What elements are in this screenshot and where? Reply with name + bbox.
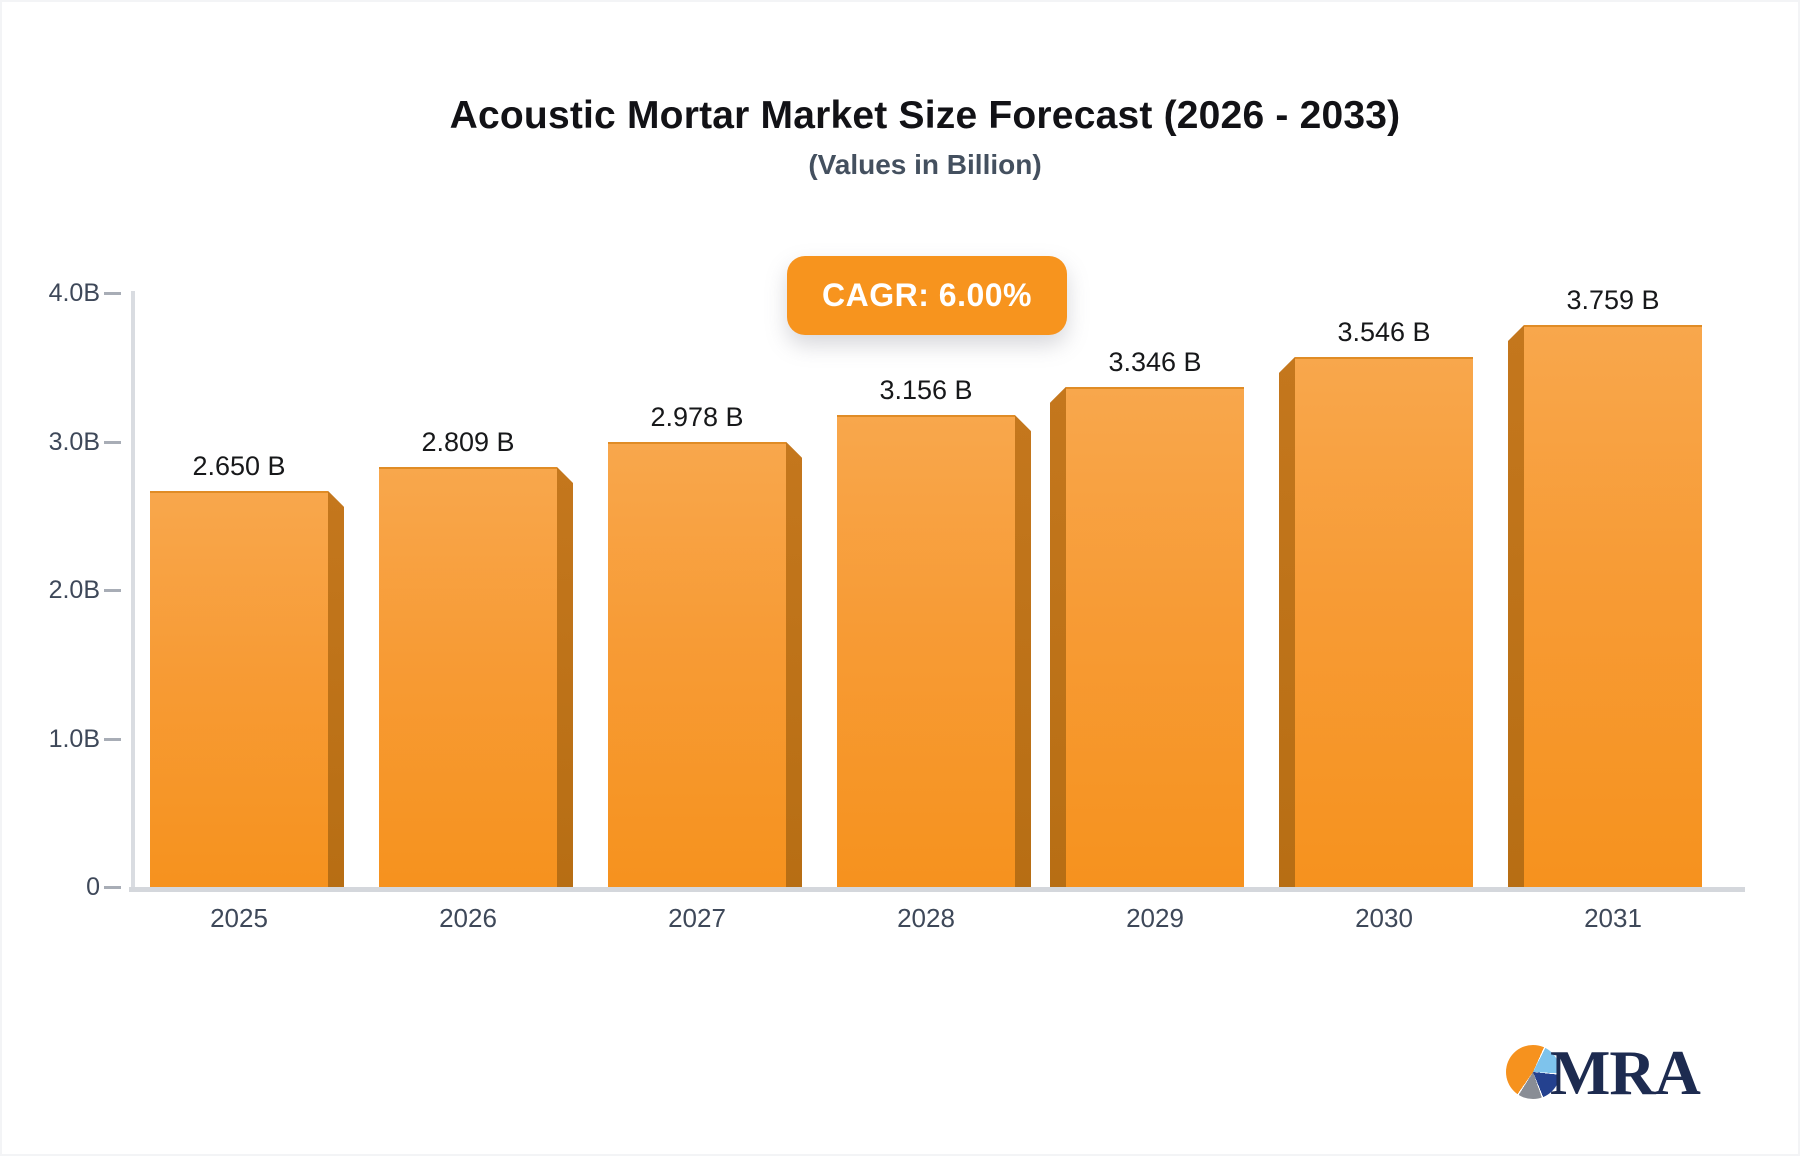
y-tick-mark [104,589,121,592]
x-axis-label: 2025 [210,903,268,933]
y-tick-label: 3.0B [48,427,100,456]
logo-text: MRA [1550,1037,1701,1108]
bar-side-shadow [1279,356,1295,887]
bar-value-label: 2.650 B [192,450,286,481]
bar-side-shadow [328,490,344,887]
y-tick-mark [104,886,121,889]
bar-2028 [837,415,1031,887]
bar-side-shadow [557,467,573,887]
bar-side-shadow [1015,415,1031,887]
pie-chart-logo-icon [1506,1045,1560,1099]
y-tick-mark [104,440,121,444]
bar-2031 [1508,325,1702,887]
bar-face [379,467,557,887]
bar-value-label: 3.546 B [1337,316,1431,347]
bar-2029 [1050,386,1244,887]
bar-value-label: 2.809 B [421,427,515,458]
y-tick-mark [104,737,121,741]
y-tick-label: 0 [86,873,100,901]
bar-2026 [379,467,573,887]
x-axis-label: 2029 [1126,903,1184,933]
mra-logo: MRA [1504,1036,1764,1108]
bar-face [1295,356,1473,887]
bar-2025 [150,490,344,887]
chart-title: Acoustic Mortar Market Size Forecast (20… [449,94,1401,137]
bar-side-shadow [1050,386,1066,887]
y-tick-label: 4.0B [48,279,100,307]
bar-value-label: 3.759 B [1566,285,1660,316]
bar-side-shadow [1508,325,1524,887]
y-tick-mark [104,292,121,295]
y-axis-line [131,291,135,887]
x-axis-label: 2030 [1355,903,1413,933]
bar-face [608,441,786,887]
x-axis-label: 2028 [897,903,955,933]
bar-value-label: 2.978 B [650,401,744,432]
x-axis-baseline [129,887,1745,892]
bar-face [837,415,1015,887]
bar-2027 [608,441,802,887]
x-axis-label: 2026 [439,903,497,933]
bar-value-label: 3.156 B [879,375,973,406]
bar-side-shadow [786,441,802,887]
y-tick-label: 2.0B [48,576,100,604]
bar-face [150,490,328,887]
cagr-badge: CAGR: 6.00% [787,256,1067,335]
bar-face [1066,386,1244,887]
x-axis-label: 2027 [668,903,726,933]
bar-value-label: 3.346 B [1108,346,1202,377]
bar-2030 [1279,356,1473,887]
y-tick-label: 1.0B [48,724,100,753]
bar-face [1524,325,1702,887]
x-axis-label: 2031 [1584,903,1642,933]
chart-subtitle: (Values in Billion) [808,149,1042,180]
